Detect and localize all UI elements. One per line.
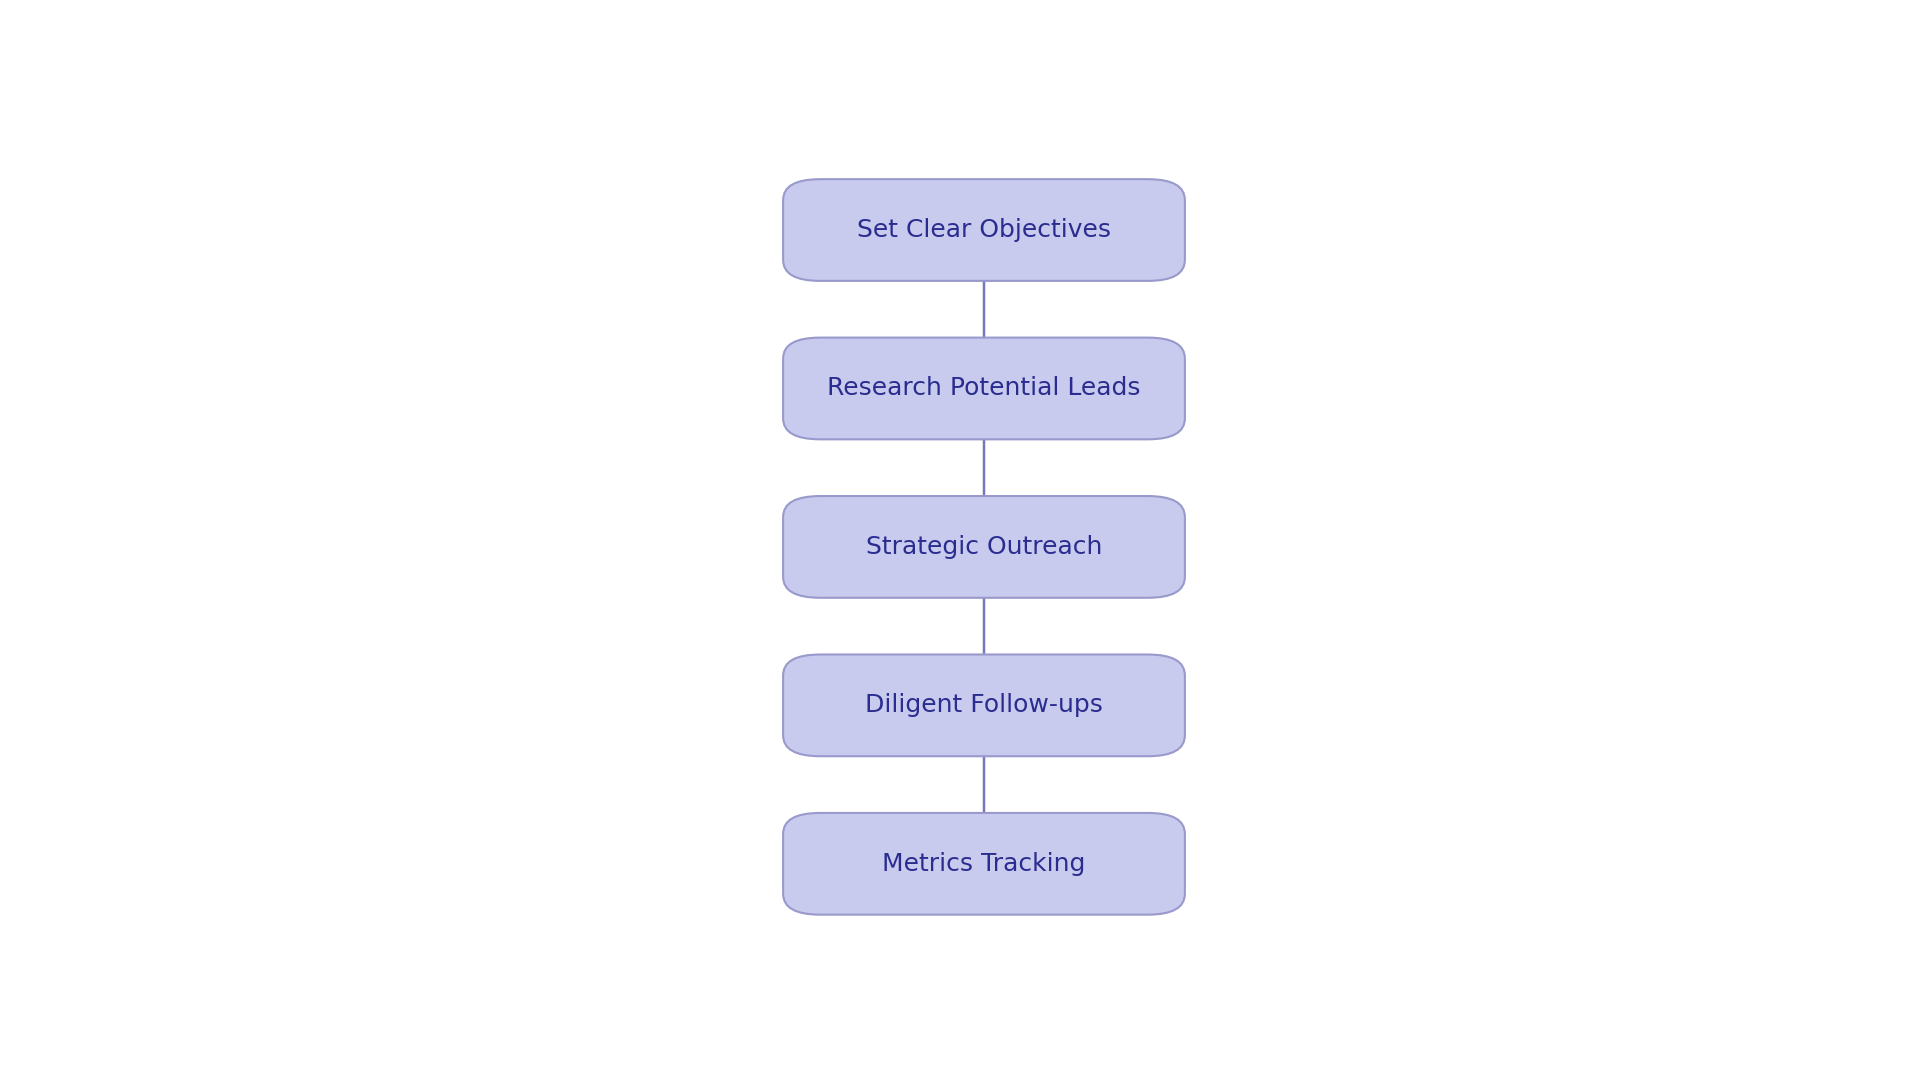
Text: Research Potential Leads: Research Potential Leads xyxy=(828,377,1140,401)
Text: Diligent Follow-ups: Diligent Follow-ups xyxy=(866,693,1102,717)
Text: Set Clear Objectives: Set Clear Objectives xyxy=(856,218,1112,242)
FancyBboxPatch shape xyxy=(783,813,1185,915)
FancyBboxPatch shape xyxy=(783,338,1185,440)
FancyBboxPatch shape xyxy=(783,496,1185,598)
Text: Metrics Tracking: Metrics Tracking xyxy=(883,852,1085,876)
FancyBboxPatch shape xyxy=(783,179,1185,280)
Text: Strategic Outreach: Strategic Outreach xyxy=(866,535,1102,559)
FancyBboxPatch shape xyxy=(783,654,1185,756)
